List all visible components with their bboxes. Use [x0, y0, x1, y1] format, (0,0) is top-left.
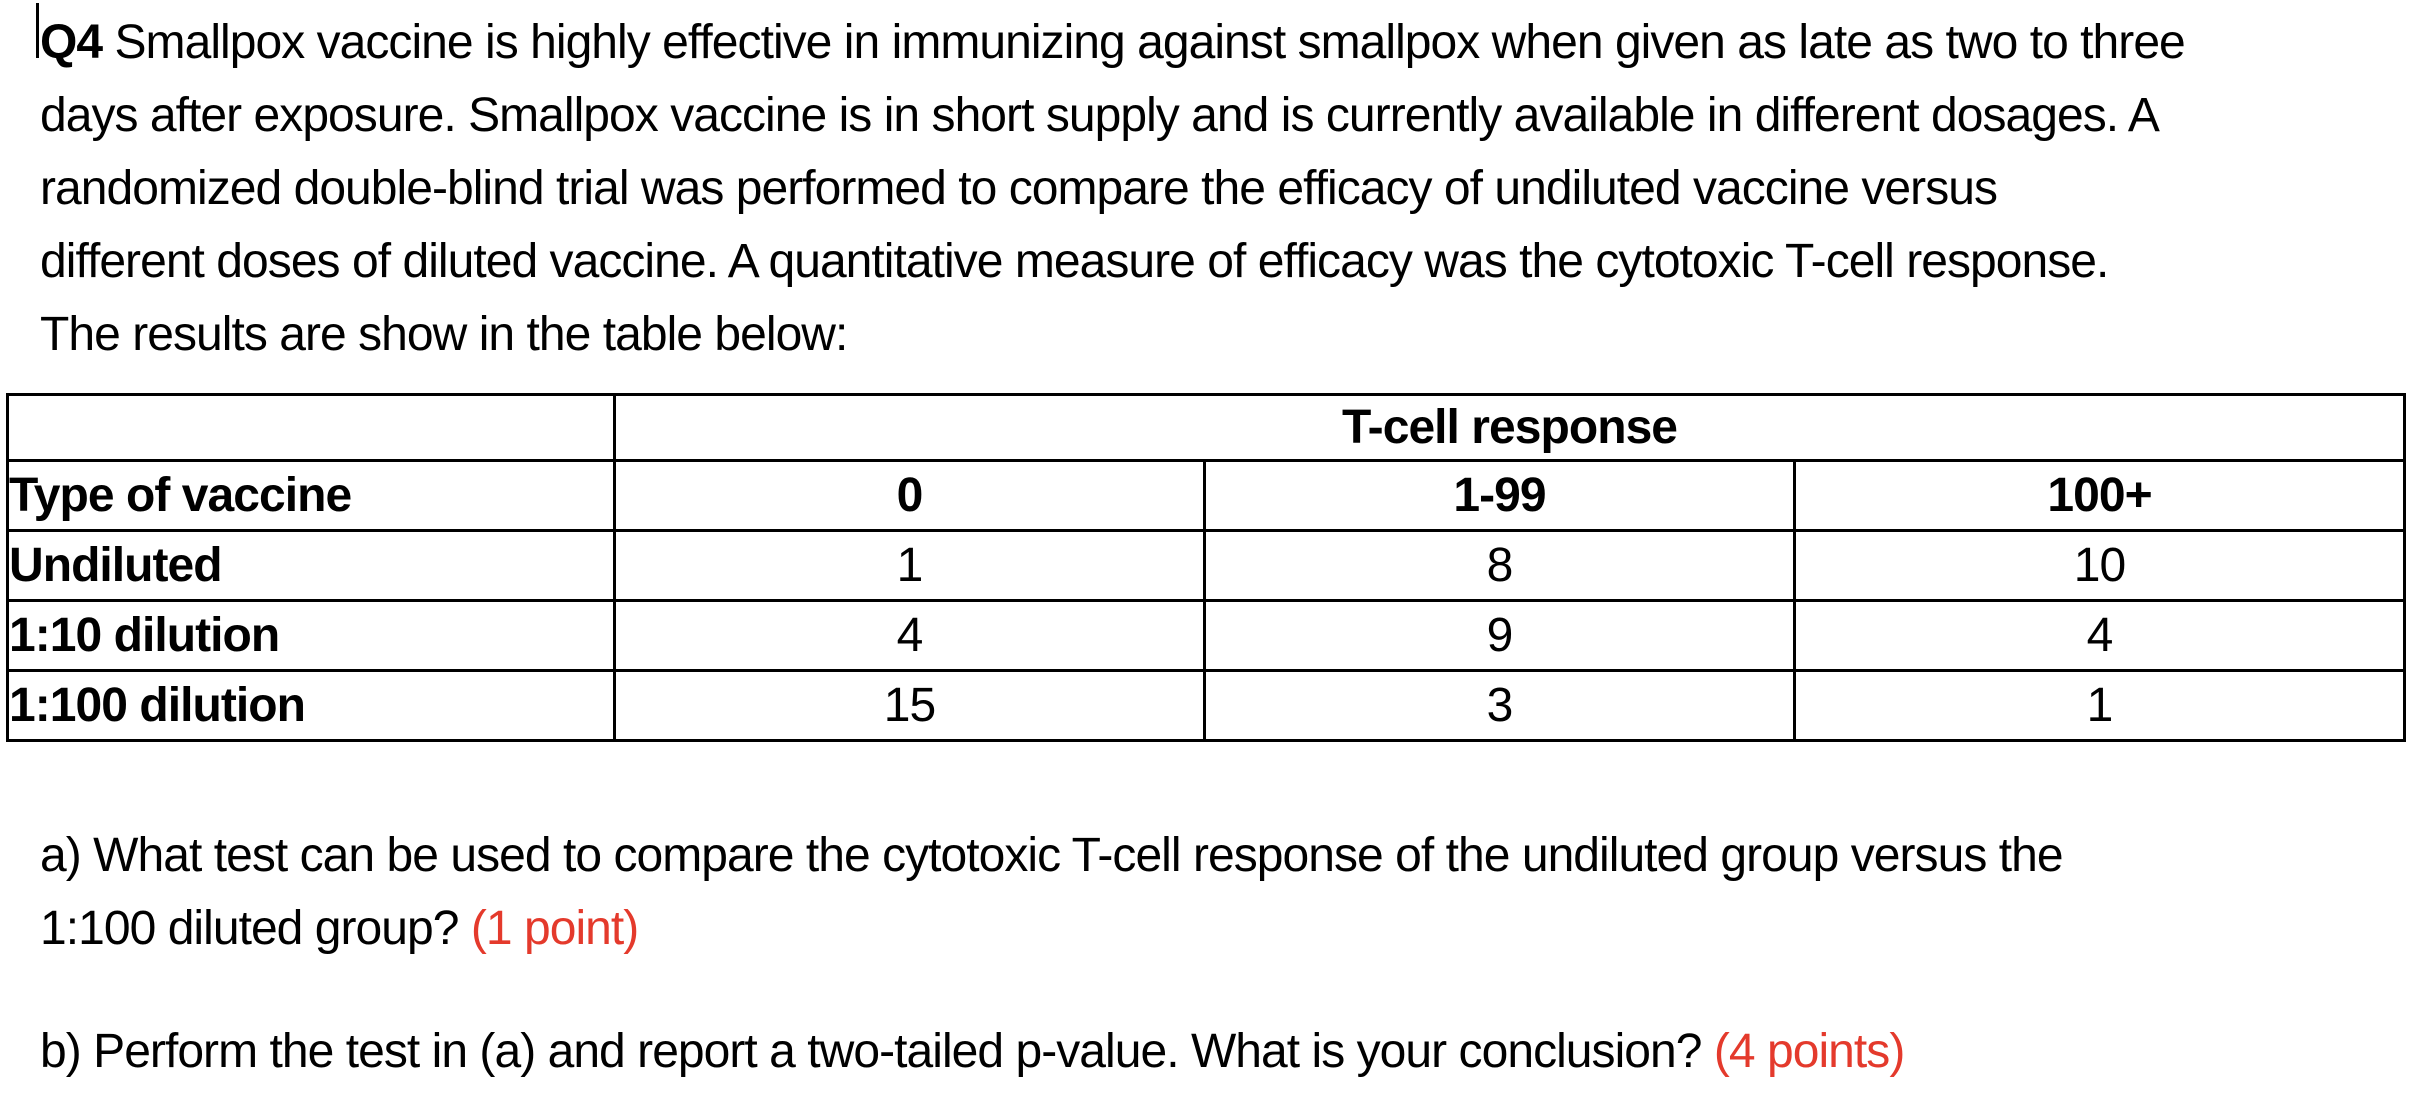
value-1-10-100plus: 4: [1792, 599, 2407, 672]
question-b-text: b) Perform the test in (a) and report a …: [40, 1025, 1714, 1078]
question-intro-paragraph: Q4 Smallpox vaccine is highly effective …: [40, 6, 2378, 371]
value-1-100-1-99: 3: [1203, 669, 1796, 742]
results-table: T-cell response Type of vaccine 0 1-99 1…: [6, 393, 2407, 742]
question-a-line-2: 1:100 diluted group? (1 point): [40, 892, 2378, 965]
column-header-0: 0: [613, 459, 1206, 532]
question-b-points: (4 points): [1713, 1025, 1905, 1078]
row-label-1-100-dilution: 1:100 dilution: [6, 669, 616, 742]
question-a-line-1: a) What test can be used to compare the …: [40, 829, 2064, 882]
paragraph-line-1: Q4 Smallpox vaccine is highly effective …: [40, 6, 2378, 79]
question-a-points: (1 point): [470, 902, 639, 955]
column-header-100plus: 100+: [1792, 459, 2407, 532]
table-row-1-10-dilution: 1:10 dilution 4 9 4: [6, 599, 2407, 672]
table-row-1-100-dilution: 1:100 dilution 15 3 1: [6, 669, 2407, 742]
column-header-1-99: 1-99: [1203, 459, 1796, 532]
table-row-span-header: T-cell response: [6, 393, 2407, 462]
value-undiluted-0: 1: [613, 529, 1206, 602]
paragraph-line-4: different doses of diluted vaccine. A qu…: [40, 235, 2109, 288]
paragraph-line-1-text: Smallpox vaccine is highly effective in …: [102, 16, 2186, 69]
table-row-column-headers: Type of vaccine 0 1-99 100+: [6, 459, 2407, 532]
paragraph-line-2: days after exposure. Smallpox vaccine is…: [40, 89, 2160, 142]
paragraph-line-5: The results are show in the table below:: [40, 308, 848, 361]
value-undiluted-100plus: 10: [1792, 529, 2407, 602]
value-1-10-1-99: 9: [1203, 599, 1796, 672]
question-b: b) Perform the test in (a) and report a …: [40, 1015, 2378, 1088]
column-header-type-of-vaccine: Type of vaccine: [6, 459, 616, 532]
table-row-undiluted: Undiluted 1 8 10: [6, 529, 2407, 602]
row-label-1-10-dilution: 1:10 dilution: [6, 599, 616, 672]
paragraph-line-3: randomized double-blind trial was perfor…: [40, 162, 1998, 215]
text-cursor: [36, 3, 39, 58]
value-1-100-0: 15: [613, 669, 1206, 742]
value-1-10-0: 4: [613, 599, 1206, 672]
question-a: a) What test can be used to compare the …: [40, 819, 2378, 965]
value-1-100-100plus: 1: [1792, 669, 2407, 742]
row-label-undiluted: Undiluted: [6, 529, 616, 602]
table-corner-cell: [6, 393, 616, 462]
question-b-line: b) Perform the test in (a) and report a …: [40, 1015, 2378, 1088]
value-undiluted-1-99: 8: [1203, 529, 1796, 602]
tcell-response-header: T-cell response: [612, 393, 2407, 462]
question-a-line-2-text: 1:100 diluted group?: [40, 902, 471, 955]
question-number: Q4: [40, 16, 103, 69]
